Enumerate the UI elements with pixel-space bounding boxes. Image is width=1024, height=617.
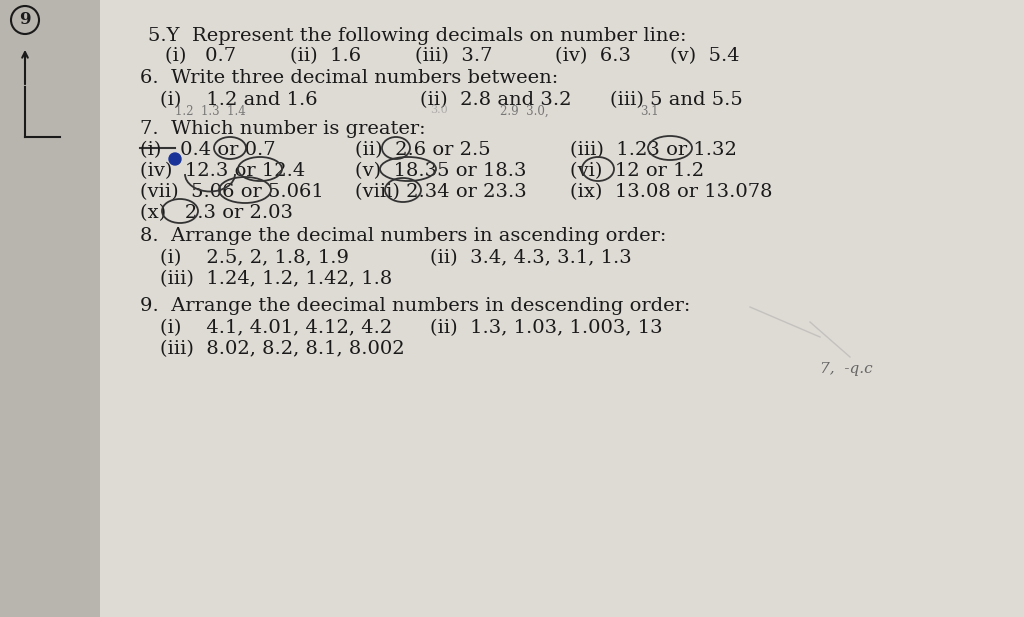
Text: (iii)  3.7: (iii) 3.7 [415, 47, 493, 65]
Text: 8.  Arrange the decimal numbers in ascending order:: 8. Arrange the decimal numbers in ascend… [140, 227, 667, 245]
Text: (ii)  3.4, 4.3, 3.1, 1.3: (ii) 3.4, 4.3, 3.1, 1.3 [430, 249, 632, 267]
Text: (i)    2.5, 2, 1.8, 1.9: (i) 2.5, 2, 1.8, 1.9 [160, 249, 349, 267]
FancyBboxPatch shape [100, 0, 1024, 617]
Text: (x)   2.3 or 2.03: (x) 2.3 or 2.03 [140, 204, 293, 222]
Text: (ix)  13.08 or 13.078: (ix) 13.08 or 13.078 [570, 183, 772, 201]
Circle shape [169, 153, 181, 165]
FancyBboxPatch shape [0, 0, 100, 617]
Text: (iii)  8.02, 8.2, 8.1, 8.002: (iii) 8.02, 8.2, 8.1, 8.002 [160, 340, 404, 358]
Text: (iii) 5 and 5.5: (iii) 5 and 5.5 [610, 91, 742, 109]
Text: 1.2  1.3  1.4: 1.2 1.3 1.4 [175, 105, 246, 118]
Text: (ii)  1.6: (ii) 1.6 [290, 47, 361, 65]
Text: 3.0: 3.0 [430, 105, 447, 115]
Text: (iv)  6.3: (iv) 6.3 [555, 47, 631, 65]
Text: (ii)  1.3, 1.03, 1.003, 13: (ii) 1.3, 1.03, 1.003, 13 [430, 319, 663, 337]
Text: 3.1: 3.1 [640, 105, 658, 118]
Text: (i)   0.4 or 0.7: (i) 0.4 or 0.7 [140, 141, 275, 159]
Text: (viii) 2.34 or 23.3: (viii) 2.34 or 23.3 [355, 183, 526, 201]
Text: 9.  Arrange the deecimal numbers in descending order:: 9. Arrange the deecimal numbers in desce… [140, 297, 690, 315]
Text: (i)    1.2 and 1.6: (i) 1.2 and 1.6 [160, 91, 317, 109]
Text: (v)  18.35 or 18.3: (v) 18.35 or 18.3 [355, 162, 526, 180]
Text: 6.  Write three decimal numbers between:: 6. Write three decimal numbers between: [140, 69, 558, 87]
Text: (vi)  12 or 1.2: (vi) 12 or 1.2 [570, 162, 705, 180]
Text: (i)   0.7: (i) 0.7 [165, 47, 237, 65]
Text: (iii)  1.24, 1.2, 1.42, 1.8: (iii) 1.24, 1.2, 1.42, 1.8 [160, 270, 392, 288]
Text: 5.Y  Represent the following decimals on number line:: 5.Y Represent the following decimals on … [148, 27, 686, 45]
Text: 9: 9 [19, 11, 31, 28]
Text: (i)    4.1, 4.01, 4.12, 4.2: (i) 4.1, 4.01, 4.12, 4.2 [160, 319, 392, 337]
Text: (iv)  12.3 or 12.4: (iv) 12.3 or 12.4 [140, 162, 305, 180]
Text: (ii)  2.6 or 2.5: (ii) 2.6 or 2.5 [355, 141, 490, 159]
Text: 7,  -q.c: 7, -q.c [820, 362, 872, 376]
Text: 7.  Which number is greater:: 7. Which number is greater: [140, 120, 426, 138]
Text: (vii)  5.06 or 5.061: (vii) 5.06 or 5.061 [140, 183, 324, 201]
Text: (iii)  1.23 or 1.32: (iii) 1.23 or 1.32 [570, 141, 737, 159]
Text: (ii)  2.8 and 3.2: (ii) 2.8 and 3.2 [420, 91, 571, 109]
Text: (v)  5.4: (v) 5.4 [670, 47, 739, 65]
Text: 2.9  3.0,: 2.9 3.0, [500, 105, 549, 118]
